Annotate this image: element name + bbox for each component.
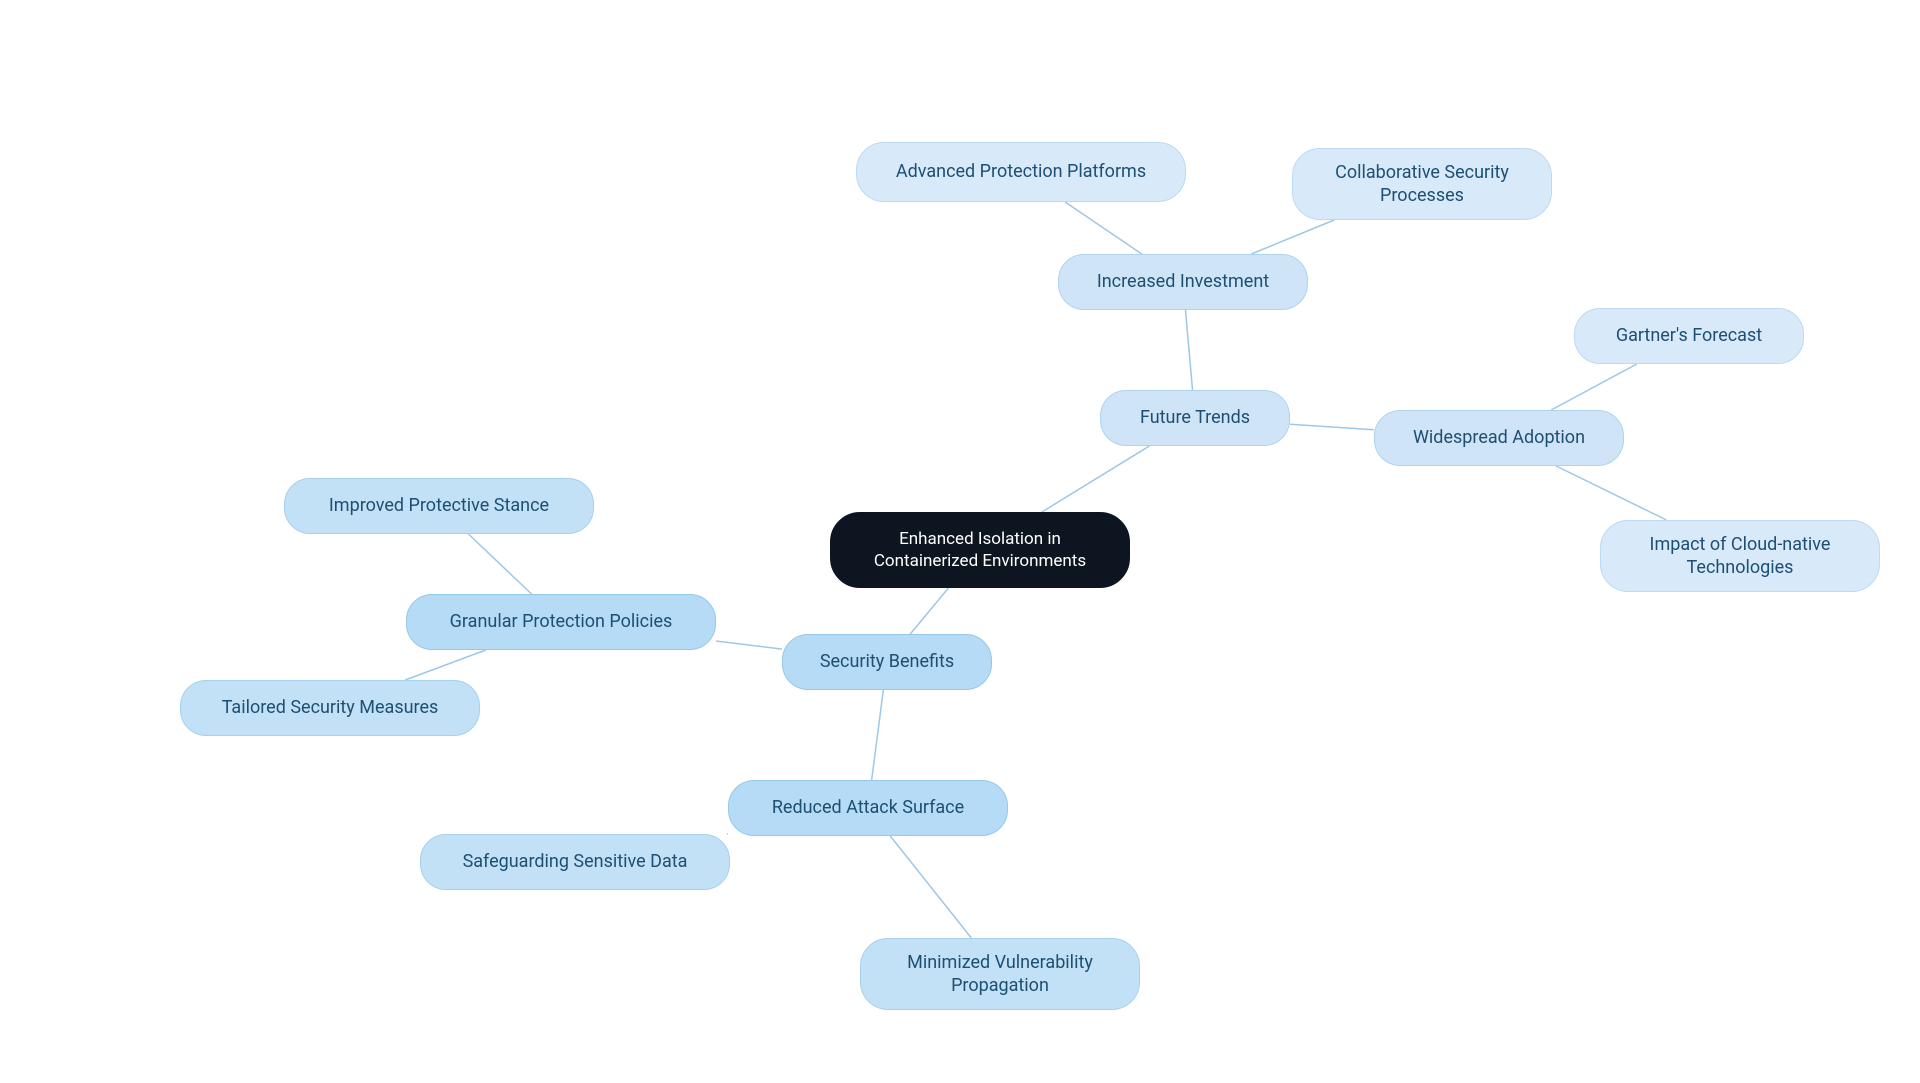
edge [1042,446,1150,512]
node-adoption: Widespread Adoption [1374,410,1624,466]
node-security-label: Security Benefits [820,650,954,673]
node-reduced-label: Reduced Attack Surface [772,796,964,819]
node-root: Enhanced Isolation in Containerized Envi… [830,512,1130,588]
edge [716,641,782,649]
node-collab: Collaborative Security Processes [1292,148,1552,220]
node-adv_platforms-label: Advanced Protection Platforms [896,160,1146,183]
node-gartner-label: Gartner's Forecast [1616,324,1762,347]
edge [1556,466,1666,520]
node-safeguard: Safeguarding Sensitive Data [420,834,730,890]
node-investment: Increased Investment [1058,254,1308,310]
edge [1065,202,1142,254]
edge [910,588,948,634]
node-improved: Improved Protective Stance [284,478,594,534]
node-cloud-label: Impact of Cloud-native Technologies [1621,533,1859,580]
node-root-label: Enhanced Isolation in Containerized Envi… [851,528,1109,572]
edge [468,534,531,594]
node-security: Security Benefits [782,634,992,690]
node-cloud: Impact of Cloud-native Technologies [1600,520,1880,592]
node-granular-label: Granular Protection Policies [450,610,673,633]
node-minimized-label: Minimized Vulnerability Propagation [881,951,1119,998]
mindmap-canvas: Enhanced Isolation in Containerized Envi… [0,0,1920,1083]
node-granular: Granular Protection Policies [406,594,716,650]
edge [1290,424,1374,430]
node-minimized: Minimized Vulnerability Propagation [860,938,1140,1010]
node-safeguard-label: Safeguarding Sensitive Data [463,850,688,873]
node-tailored: Tailored Security Measures [180,680,480,736]
node-reduced: Reduced Attack Surface [728,780,1008,836]
edge [1185,310,1192,390]
node-investment-label: Increased Investment [1097,270,1269,293]
edge [872,690,884,780]
node-future-label: Future Trends [1140,406,1250,429]
node-gartner: Gartner's Forecast [1574,308,1804,364]
node-adoption-label: Widespread Adoption [1413,426,1585,449]
node-adv_platforms: Advanced Protection Platforms [856,142,1186,202]
edge [1251,220,1334,254]
edge [1551,364,1637,410]
node-future: Future Trends [1100,390,1290,446]
edge [405,650,486,680]
edge [890,836,971,938]
node-tailored-label: Tailored Security Measures [222,696,439,719]
node-improved-label: Improved Protective Stance [329,494,549,517]
node-collab-label: Collaborative Security Processes [1313,161,1531,208]
